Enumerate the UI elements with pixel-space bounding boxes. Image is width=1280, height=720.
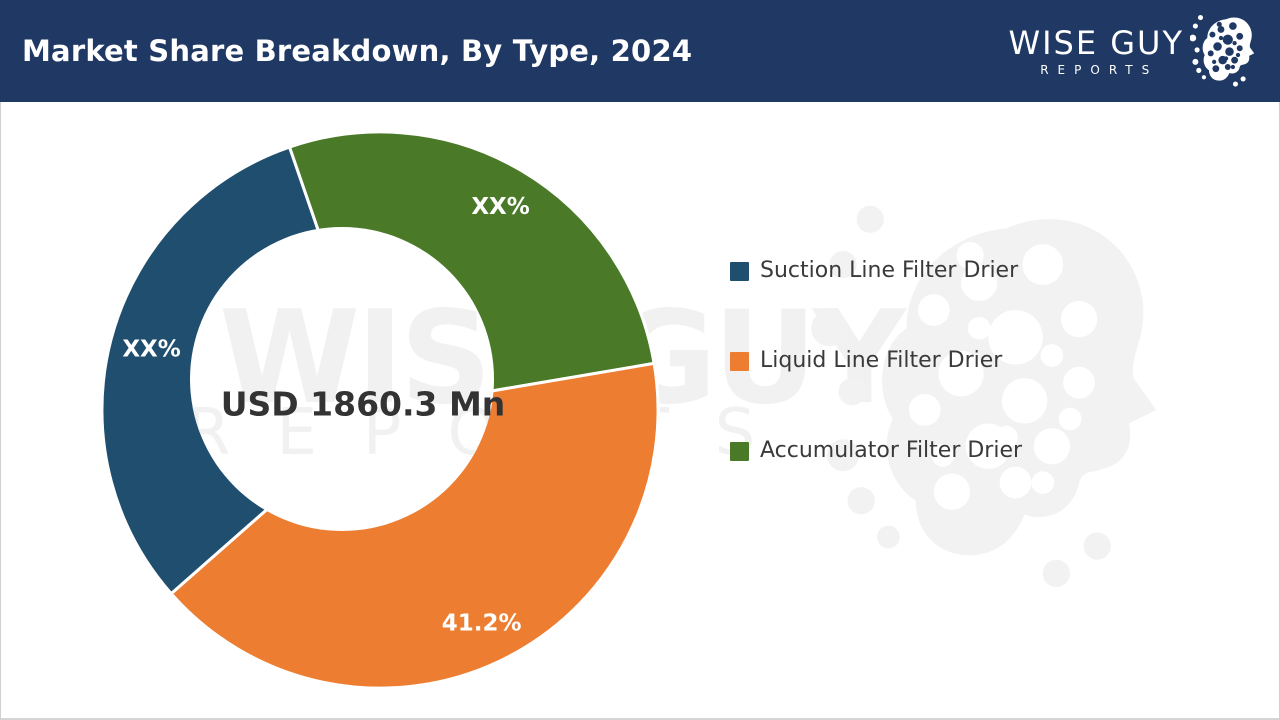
legend-item-label: Liquid Line Filter Drier [760,348,1003,373]
slice-label: XX% [122,337,181,363]
donut-chart: WISE GUYREPORTSXX%41.2%XX% [100,130,1157,690]
face-profile [1190,14,1255,87]
legend-item: Suction Line Filter Drier [730,258,1022,284]
logo-face-icon [1190,14,1255,87]
legend-swatch [730,261,749,281]
header: Market Share Breakdown, By Type, 2024 WI… [0,0,1280,102]
legend-item-label: Accumulator Filter Drier [760,438,1023,463]
legend-item: Accumulator Filter Drier [730,438,1022,464]
slice-label: XX% [471,194,530,220]
logo-text: WISE GUY REPORTS [1008,27,1184,76]
donut-center-value: USD 1860.3 Mn [220,384,506,424]
legend-item: Liquid Line Filter Drier [730,348,1022,374]
slice-label: 41.2% [442,610,522,636]
page-title: Market Share Breakdown, By Type, 2024 [22,34,693,68]
legend-item-label: Suction Line Filter Drier [760,258,1019,283]
legend-swatch [730,351,749,371]
pie-slice [169,361,660,690]
face-profile [811,205,1157,587]
legend: Suction Line Filter Drier Liquid Line Fi… [730,258,1022,528]
legend-swatch [730,441,749,461]
wiseguy-logo: WISE GUY REPORTS [1008,8,1260,94]
logo-wordmark: WISE GUY [1008,23,1184,62]
chart-area: WISE GUYREPORTSXX%41.2%XX% USD 1860.3 Mn… [0,102,1280,720]
logo-subtitle: REPORTS [1040,62,1159,77]
